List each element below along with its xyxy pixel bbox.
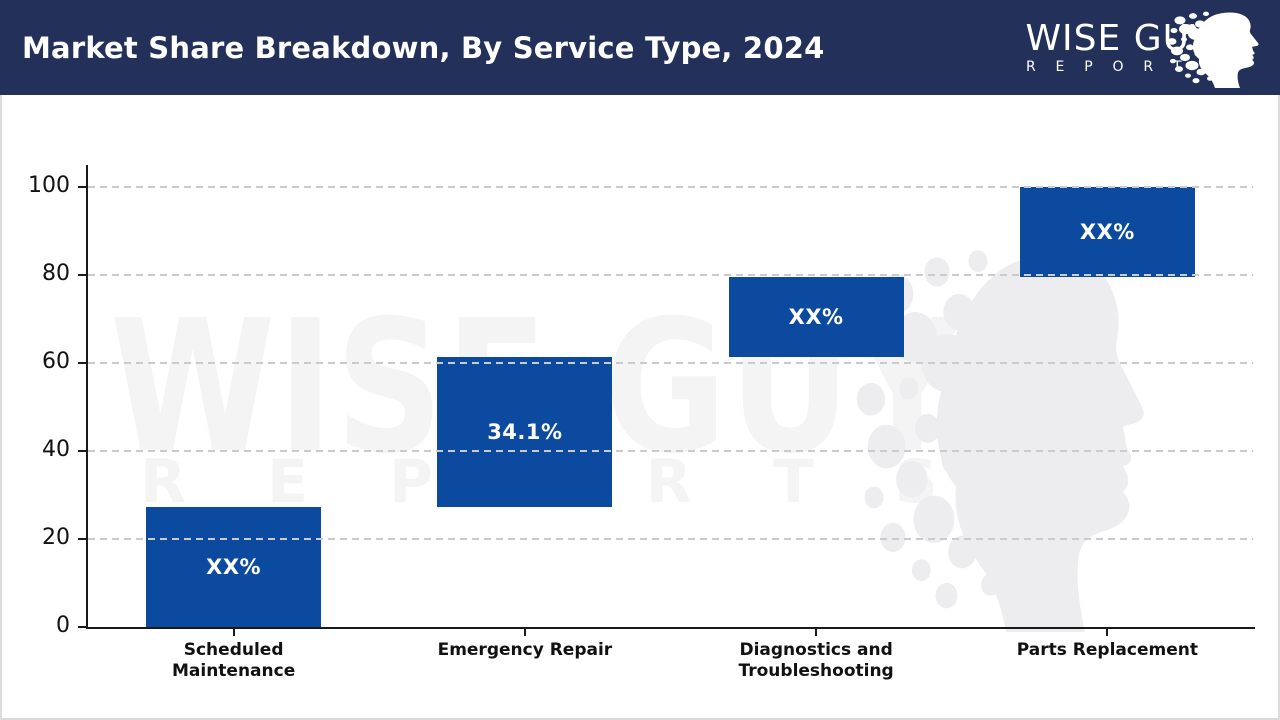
- bar-value-label: 34.1%: [487, 420, 563, 445]
- y-tick-mark: [78, 626, 87, 628]
- y-tick-label: 0: [56, 613, 70, 638]
- y-tick-label: 40: [42, 436, 70, 462]
- bar-value-label: XX%: [206, 555, 262, 580]
- x-tick-mark: [523, 627, 526, 636]
- grid-line: [88, 273, 1253, 276]
- y-tick-mark: [78, 361, 87, 364]
- logo-wordmark: WISE GUY: [1025, 17, 1213, 59]
- y-tick-mark: [78, 273, 87, 276]
- bar: XX%: [728, 277, 904, 357]
- grid-line: [88, 449, 1253, 452]
- grid-line: [88, 185, 1253, 188]
- bar-value-label: XX%: [1079, 219, 1135, 244]
- y-tick-mark: [78, 449, 87, 452]
- grid-line: [88, 361, 1253, 364]
- y-tick-label: 60: [42, 348, 70, 374]
- bar: XX%: [1019, 186, 1195, 278]
- x-tick-label: Diagnostics and Troubleshooting: [738, 640, 894, 681]
- y-tick-label: 80: [42, 260, 70, 286]
- y-tick-mark: [78, 185, 87, 188]
- x-tick-label: Emergency Repair: [437, 640, 613, 660]
- y-tick-label: 20: [42, 524, 70, 550]
- bar: XX%: [146, 507, 322, 627]
- header-bar: Market Share Breakdown, By Service Type,…: [0, 0, 1280, 95]
- y-tick-mark: [78, 537, 87, 540]
- chart-title: Market Share Breakdown, By Service Type,…: [22, 30, 825, 65]
- x-tick-mark: [232, 627, 235, 636]
- logo-text: WISE GUY R E P O R T S: [1020, 17, 1218, 76]
- y-tick-label: 100: [28, 172, 70, 198]
- logo-subtitle: R E P O R T S: [1025, 59, 1218, 76]
- x-axis-line: [86, 627, 1255, 629]
- wise-guy-reports-logo: WISE GUY R E P O R T S: [1020, 5, 1266, 90]
- x-tick-label: Scheduled Maintenance: [171, 640, 296, 681]
- x-tick-label: Parts Replacement: [1016, 640, 1198, 660]
- grid-line: [88, 537, 1253, 540]
- bar: 34.1%: [437, 356, 613, 508]
- x-tick-mark: [815, 627, 818, 636]
- x-tick-mark: [1106, 627, 1109, 636]
- y-axis-line: [86, 165, 88, 629]
- bar-value-label: XX%: [788, 305, 844, 330]
